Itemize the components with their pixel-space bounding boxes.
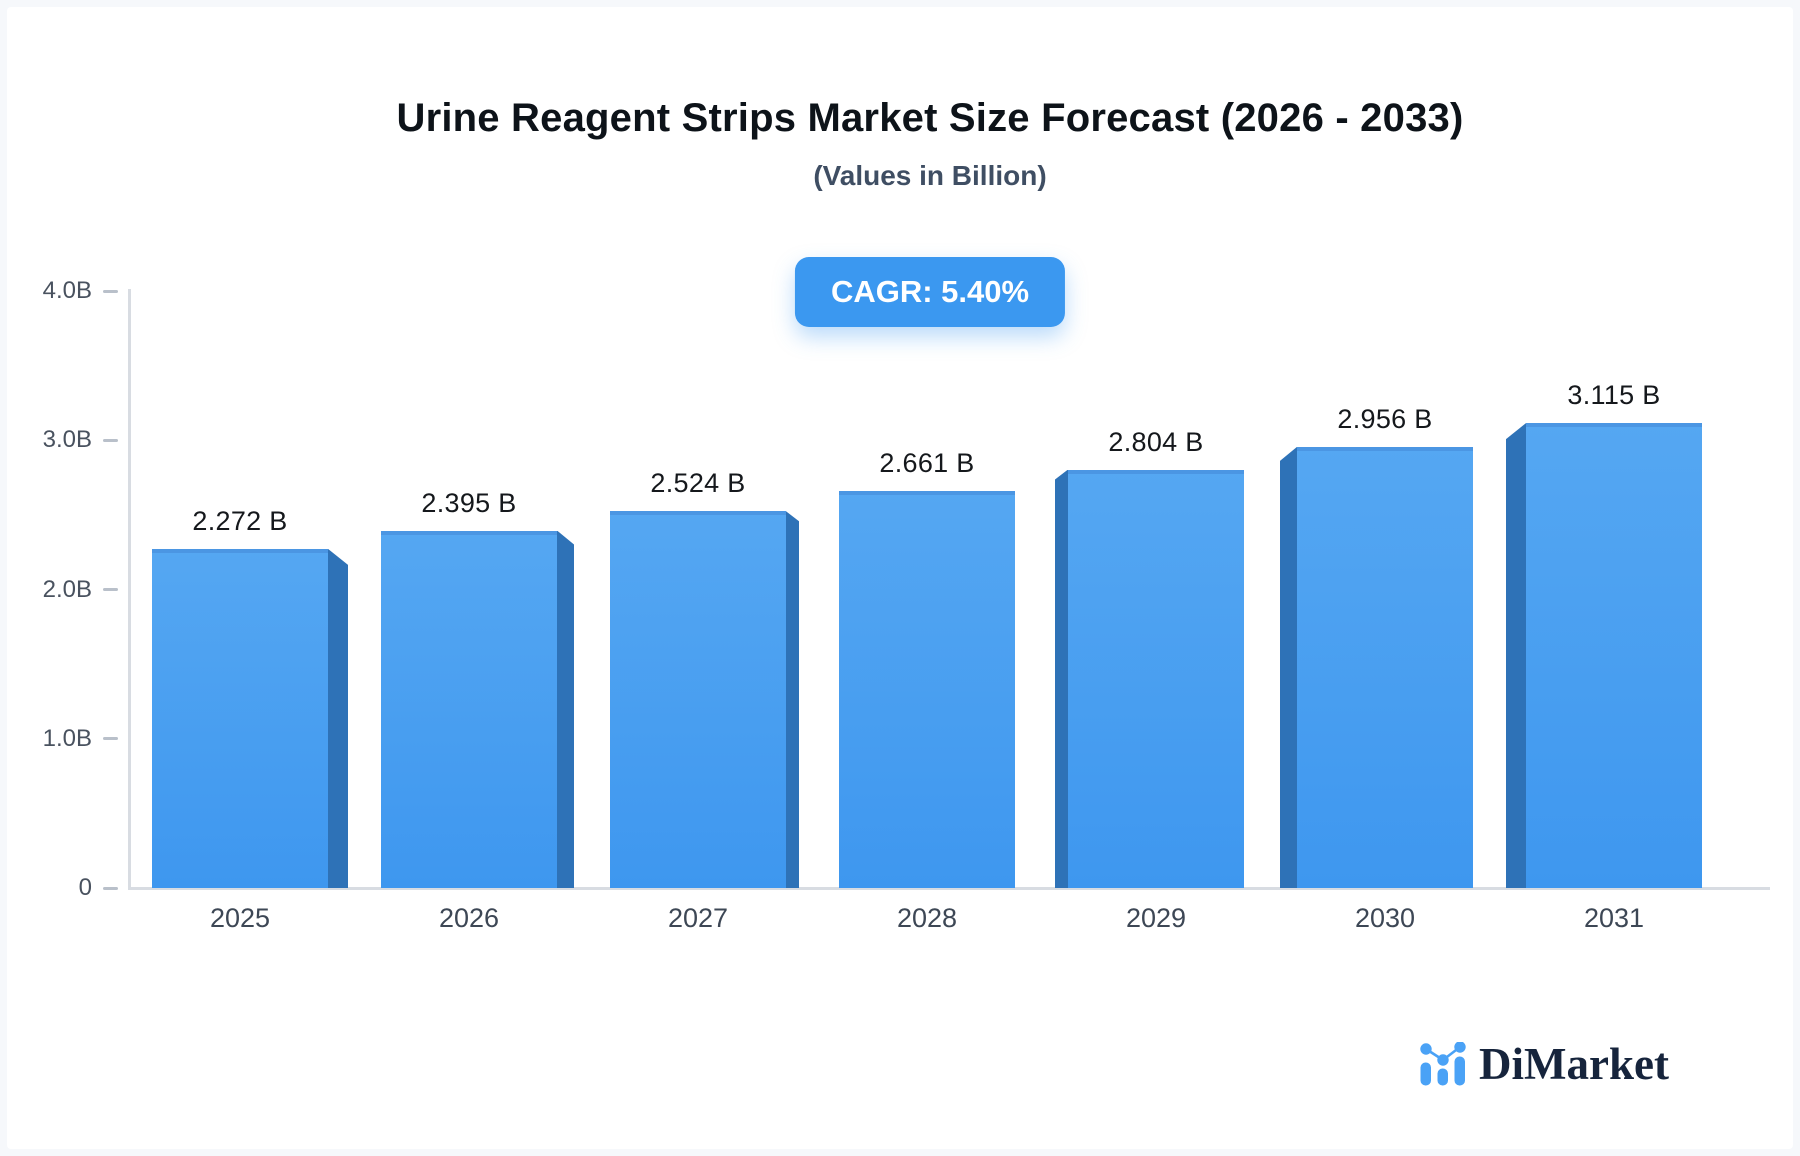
y-tick-label: 0 [78, 874, 92, 901]
bar-top-edge [1068, 469, 1244, 474]
y-tick-dash [103, 737, 118, 741]
y-tick-dash [103, 438, 118, 442]
x-axis-line [128, 887, 1770, 890]
bar-2026[interactable] [381, 530, 557, 888]
bar-top-edge [381, 530, 557, 535]
chart-subtitle: (Values in Billion) [813, 160, 1047, 191]
bar-side-face [786, 511, 799, 888]
y-tick-label: 4.0B [42, 277, 92, 304]
bar-top-edge [610, 511, 786, 516]
x-tick-label: 2026 [438, 903, 500, 933]
bar-top-edge [152, 548, 328, 553]
x-tick-label: 2027 [667, 903, 729, 933]
x-tick-label: 2025 [209, 903, 271, 933]
bar-2031[interactable] [1526, 423, 1702, 888]
bar-value-label: 2.956 B [1337, 403, 1433, 434]
y-tick-label: 3.0B [42, 426, 92, 454]
x-tick-label: 2028 [896, 903, 958, 933]
bar-value-label: 2.524 B [650, 468, 746, 499]
y-axis-line [128, 289, 131, 890]
x-tick-label: 2029 [1125, 903, 1187, 933]
bar-top-edge [1526, 423, 1702, 428]
bar-2030[interactable] [1297, 446, 1473, 888]
y-tick-dash [103, 588, 118, 591]
bar-value-label: 2.661 B [879, 447, 975, 478]
chart-title: Urine Reagent Strips Market Size Forecas… [396, 96, 1464, 140]
bar-2025[interactable] [152, 548, 328, 888]
bar-2029[interactable] [1068, 469, 1244, 888]
bar-value-label: 2.804 B [1108, 426, 1204, 457]
y-tick-label: 1.0B [42, 724, 92, 752]
bar-top-edge [1297, 446, 1473, 451]
bar-side-face [328, 548, 348, 888]
bar-side-face [1055, 469, 1068, 888]
bar-2027[interactable] [610, 511, 786, 888]
x-tick-label: 2031 [1583, 903, 1645, 933]
bar-side-face [1506, 423, 1526, 888]
bar-top-edge [839, 490, 1015, 495]
bar-side-face [557, 530, 574, 888]
bar-value-label: 3.115 B [1567, 380, 1661, 411]
dimarket-logo-icon [1420, 1042, 1466, 1086]
x-tick-label: 2030 [1354, 903, 1416, 933]
bar-value-label: 2.272 B [192, 505, 288, 536]
y-tick-label: 2.0B [42, 575, 92, 603]
bar-side-face [1280, 446, 1297, 888]
y-tick-dash [103, 289, 118, 293]
y-tick-dash [103, 886, 118, 890]
bar-value-label: 2.395 B [421, 487, 517, 518]
bar-2028[interactable] [839, 490, 1015, 888]
brand-name: DiMarket [1479, 1039, 1669, 1089]
brand-logo: DiMarket [1420, 1040, 1669, 1088]
cagr-badge: CAGR: 5.40% [794, 257, 1066, 327]
